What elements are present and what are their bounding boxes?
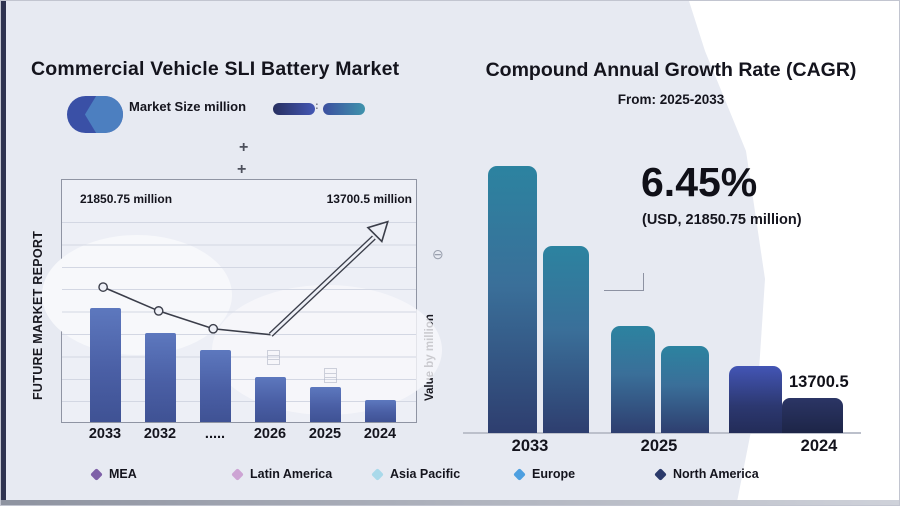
- x-label: .....: [204, 426, 226, 442]
- x-label: 2033: [511, 437, 549, 455]
- legend-label: Europe: [532, 467, 576, 481]
- x-label: 2025: [308, 426, 342, 442]
- legend-diamond-icon: [231, 467, 244, 481]
- circle-minus-icon: ⊖: [432, 246, 444, 262]
- bar-2032: [145, 333, 176, 422]
- right-chart-subtitle: From: 2025-2033: [617, 92, 725, 107]
- market-size-label: Market Size million: [129, 99, 247, 114]
- bottom-edge-strip: [1, 500, 899, 505]
- legend-diamond-icon: [654, 467, 667, 481]
- cagr-value: 6.45%: [641, 159, 758, 205]
- document-watermark-icon: [324, 368, 337, 383]
- legend-item-asia-pacific: Asia Pacific: [371, 467, 461, 481]
- plus-icon: +: [237, 161, 247, 178]
- cagr-bar-2025-a: [611, 326, 655, 433]
- ratio-pill-right-icon: [323, 103, 365, 115]
- right-chart-title: Compound Annual Growth Rate (CAGR): [485, 59, 857, 81]
- end-value-annotation: 13700.5: [789, 373, 849, 391]
- market-size-bar-chart: 21850.75 million 13700.5 million: [42, 179, 442, 423]
- start-value-annotation: 21850.75 million: [80, 192, 173, 206]
- battery-facet-shape: [84, 96, 123, 133]
- bar-2026: [255, 377, 286, 422]
- corner-bracket-shape: [604, 290, 644, 292]
- cagr-bar-2025-b: [661, 346, 709, 433]
- bar-hidden-years: [200, 350, 231, 422]
- bar-2033: [90, 308, 121, 422]
- end-value-annotation: 13700.5 million: [326, 192, 412, 206]
- legend-diamond-icon: [371, 467, 384, 481]
- x-label: 2025: [640, 437, 678, 455]
- plus-icon: +: [239, 139, 249, 156]
- x-axis-line: [463, 432, 861, 434]
- ratio-separator: :: [315, 100, 319, 112]
- left-edge-accent: [1, 1, 6, 505]
- cagr-bar-2033-b: [543, 246, 589, 433]
- corner-bracket-shape: [643, 273, 645, 291]
- ratio-pill-left-icon: [273, 103, 315, 115]
- left-chart-title: Commercial Vehicle SLI Battery Market: [31, 58, 400, 80]
- cagr-bar-2024-a: [729, 366, 782, 433]
- legend-label: Asia Pacific: [390, 467, 461, 481]
- cagr-bar-2024-b: [782, 398, 843, 433]
- legend-diamond-icon: [513, 467, 526, 481]
- bar-2024: [365, 400, 396, 422]
- legend-label: Latin America: [250, 467, 333, 481]
- x-label: 2032: [143, 426, 177, 442]
- legend-label: North America: [673, 467, 759, 481]
- future-market-report-watermark: FUTURE MARKET REPORT: [31, 230, 45, 401]
- x-label: 2024: [363, 426, 397, 442]
- battery-icon: [67, 96, 123, 133]
- bar-2025: [310, 387, 341, 422]
- x-label: 2033: [88, 426, 122, 442]
- trend-line-arrow: [98, 220, 389, 337]
- x-label: 2024: [800, 437, 838, 455]
- cagr-bar-2033-a: [488, 166, 537, 433]
- legend-item-north-america: North America: [654, 467, 759, 481]
- x-label: 2026: [253, 426, 287, 442]
- legend-label: MEA: [109, 467, 137, 481]
- legend-item-europe: Europe: [513, 467, 576, 481]
- legend-item-latin-america: Latin America: [231, 467, 333, 481]
- legend-item-mea: MEA: [90, 467, 137, 481]
- legend-diamond-icon: [90, 467, 103, 481]
- cagr-context: (USD, 21850.75 million): [642, 212, 802, 228]
- document-watermark-icon: [267, 350, 280, 365]
